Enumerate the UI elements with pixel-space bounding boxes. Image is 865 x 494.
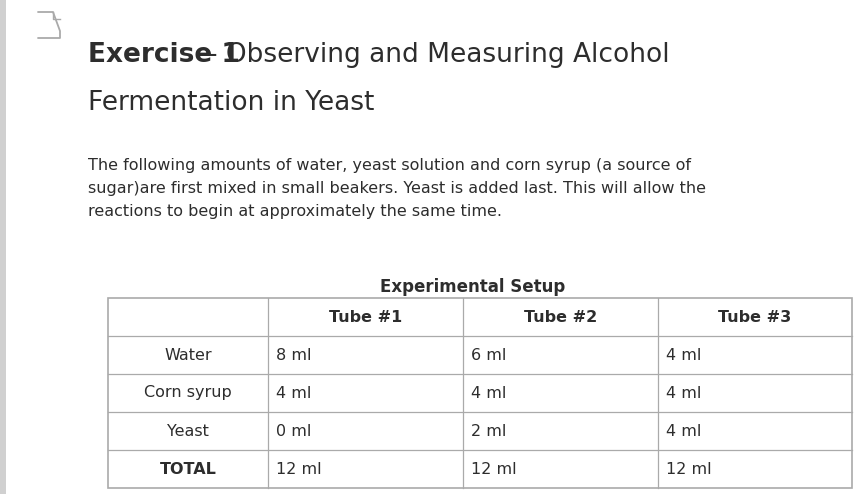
Text: – Observing and Measuring Alcohol: – Observing and Measuring Alcohol	[196, 42, 670, 68]
Text: TOTAL: TOTAL	[159, 461, 216, 477]
Text: Fermentation in Yeast: Fermentation in Yeast	[88, 90, 375, 116]
Text: Yeast: Yeast	[167, 423, 209, 439]
Text: 4 ml: 4 ml	[471, 385, 506, 401]
Bar	[0, 0, 6, 494]
Text: 4 ml: 4 ml	[276, 385, 311, 401]
Text: 12 ml: 12 ml	[666, 461, 711, 477]
Text: 8 ml: 8 ml	[276, 347, 311, 363]
Text: 2 ml: 2 ml	[471, 423, 506, 439]
Text: Corn syrup: Corn syrup	[144, 385, 232, 401]
Text: 6 ml: 6 ml	[471, 347, 506, 363]
Text: The following amounts of water, yeast solution and corn syrup (a source of
sugar: The following amounts of water, yeast so…	[88, 158, 706, 219]
Text: Tube #2: Tube #2	[523, 310, 597, 325]
Text: Exercise 1: Exercise 1	[88, 42, 240, 68]
Text: 0 ml: 0 ml	[276, 423, 311, 439]
Text: 12 ml: 12 ml	[276, 461, 322, 477]
Text: Tube #1: Tube #1	[329, 310, 402, 325]
Text: Experimental Setup: Experimental Setup	[380, 278, 565, 296]
Text: 12 ml: 12 ml	[471, 461, 516, 477]
Text: Tube #3: Tube #3	[718, 310, 791, 325]
Text: 4 ml: 4 ml	[666, 347, 702, 363]
Text: 4 ml: 4 ml	[666, 423, 702, 439]
Text: Water: Water	[164, 347, 212, 363]
Text: 4 ml: 4 ml	[666, 385, 702, 401]
Bar	[108, 298, 852, 488]
